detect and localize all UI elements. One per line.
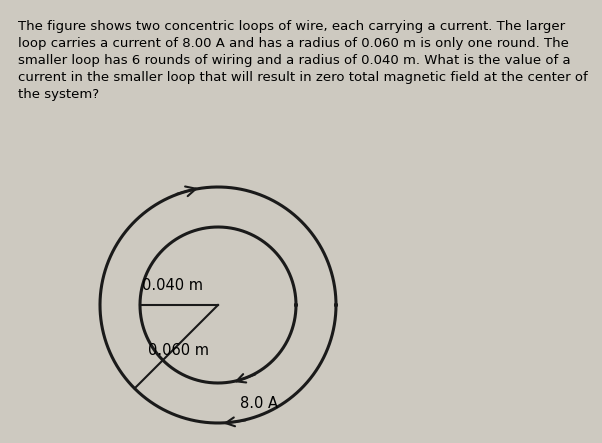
Text: 0.040 m: 0.040 m bbox=[142, 278, 203, 293]
Text: 8.0 A: 8.0 A bbox=[240, 396, 278, 412]
Text: the system?: the system? bbox=[18, 88, 99, 101]
Text: 0.060 m: 0.060 m bbox=[148, 343, 209, 358]
Text: smaller loop has 6 rounds of wiring and a radius of 0.040 m. What is the value o: smaller loop has 6 rounds of wiring and … bbox=[18, 54, 571, 67]
Text: loop carries a current of 8.00 A and has a radius of 0.060 m is only one round. : loop carries a current of 8.00 A and has… bbox=[18, 37, 569, 50]
Text: current in the smaller loop that will result in zero total magnetic field at the: current in the smaller loop that will re… bbox=[18, 71, 588, 84]
Text: The figure shows two concentric loops of wire, each carrying a current. The larg: The figure shows two concentric loops of… bbox=[18, 20, 565, 33]
